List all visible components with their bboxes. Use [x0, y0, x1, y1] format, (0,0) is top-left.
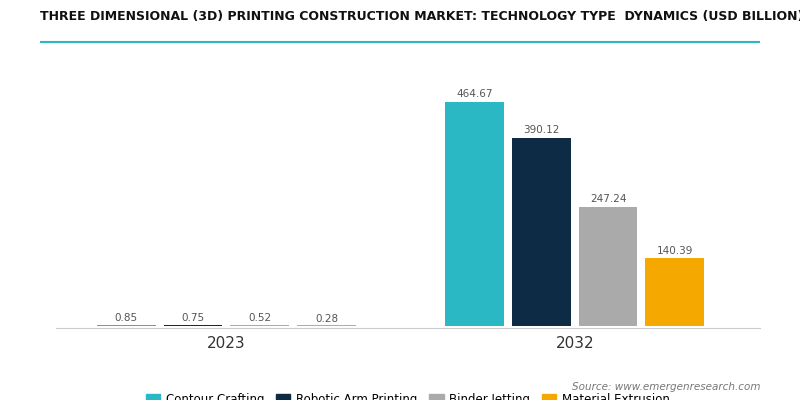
- Text: 390.12: 390.12: [523, 125, 559, 135]
- Legend: Contour Crafting, Robotic Arm Printing, Binder Jetting, Material Extrusion: Contour Crafting, Robotic Arm Printing, …: [141, 388, 675, 400]
- Text: Source: www.emergenresearch.com: Source: www.emergenresearch.com: [571, 382, 760, 392]
- Bar: [97, 325, 156, 326]
- Bar: [646, 258, 704, 326]
- Bar: [578, 206, 638, 326]
- Text: 0.28: 0.28: [315, 314, 338, 324]
- Text: 140.39: 140.39: [657, 246, 693, 256]
- Text: 0.75: 0.75: [182, 313, 205, 323]
- Text: THREE DIMENSIONAL (3D) PRINTING CONSTRUCTION MARKET: TECHNOLOGY TYPE  DYNAMICS (: THREE DIMENSIONAL (3D) PRINTING CONSTRUC…: [40, 10, 800, 23]
- Text: 464.67: 464.67: [457, 90, 493, 100]
- Bar: [512, 138, 570, 326]
- Text: 0.85: 0.85: [115, 313, 138, 323]
- Text: 0.52: 0.52: [248, 314, 271, 324]
- Bar: [446, 102, 504, 326]
- Text: 247.24: 247.24: [590, 194, 626, 204]
